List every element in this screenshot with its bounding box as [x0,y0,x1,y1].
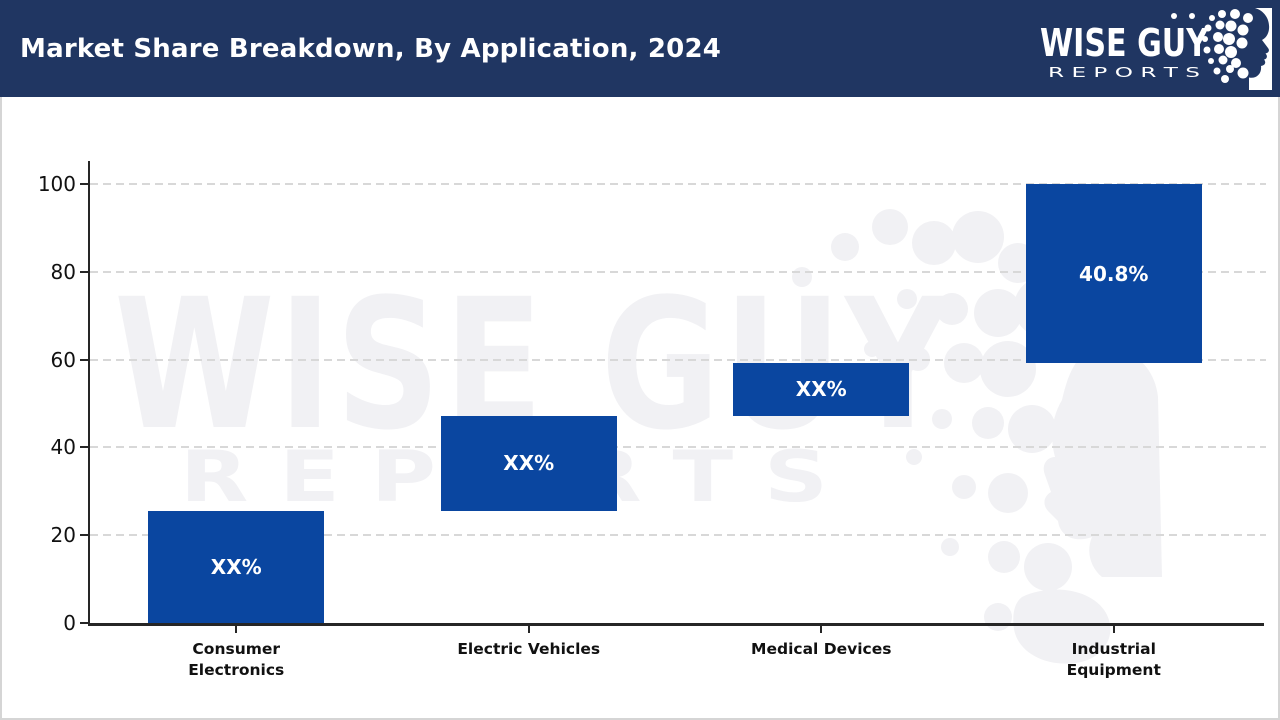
x-tick-mark [1112,626,1115,633]
x-axis-line [88,623,1264,626]
x-axis-category-label-medical-devices: Medical Devices [751,640,892,658]
y-axis-tick-label: 60 [50,347,76,372]
page-title: Market Share Breakdown, By Application, … [20,33,722,64]
bar-industrial-equipment: 40.8% [1025,184,1202,364]
x-axis-category-label-industrial-equipment: Industrial Equipment [1066,640,1161,679]
y-axis-line [88,161,90,626]
logo-subtext: R E P O R T S [1048,66,1200,81]
bar-value-label-electric-vehicles: XX% [503,451,555,476]
gridline-80 [90,270,1266,273]
y-axis-tick-label: 80 [50,259,76,284]
logo-wordmark: WISE GUY [1040,21,1208,65]
y-axis-tick-label: 40 [50,435,76,460]
y-axis-tick-label: 100 [37,172,76,196]
y-tick-mark [80,183,88,185]
logo-face-icon [1171,7,1272,90]
y-tick-mark [80,534,88,537]
bar-value-label-consumer-electronics: XX% [210,555,262,580]
wise-guy-reports-logo: WISE GUY R E P O R T S [1022,4,1272,94]
watermark-face-icon [792,209,1162,664]
bar-medical-devices: XX% [733,363,910,416]
bar-value-label-medical-devices: XX% [795,377,847,402]
y-axis-tick-label: 0 [63,611,76,635]
gridline-60 [90,358,1266,361]
header: Market Share Breakdown, By Application, … [0,0,1280,97]
y-tick-mark [80,622,88,624]
y-axis-tick-label: 20 [50,523,76,548]
x-axis-category-label-consumer-electronics: Consumer Electronics [188,640,285,679]
y-tick-mark [80,270,88,273]
x-tick-mark [235,626,238,633]
bar-consumer-electronics: XX% [148,511,325,623]
plot: 0 20 40 60 80 100 XX% Consumer Electronics XX% El… [2,97,1278,718]
bar-electric-vehicles: XX% [440,415,617,512]
x-tick-mark [820,626,823,633]
gridline-20 [90,534,1266,537]
chart-area: WISE GUY R E P O R T S [0,97,1280,720]
bar-value-label-industrial-equipment: 40.8% [1079,261,1149,286]
logo-graphic: WISE GUY R E P O R T S [1040,7,1272,90]
y-tick-mark [80,446,88,449]
y-tick-mark [80,358,88,361]
gridline-100 [90,183,1266,185]
x-tick-mark [527,626,530,633]
gridline-40 [90,446,1266,449]
x-axis-category-label-electric-vehicles: Electric Vehicles [457,640,601,658]
